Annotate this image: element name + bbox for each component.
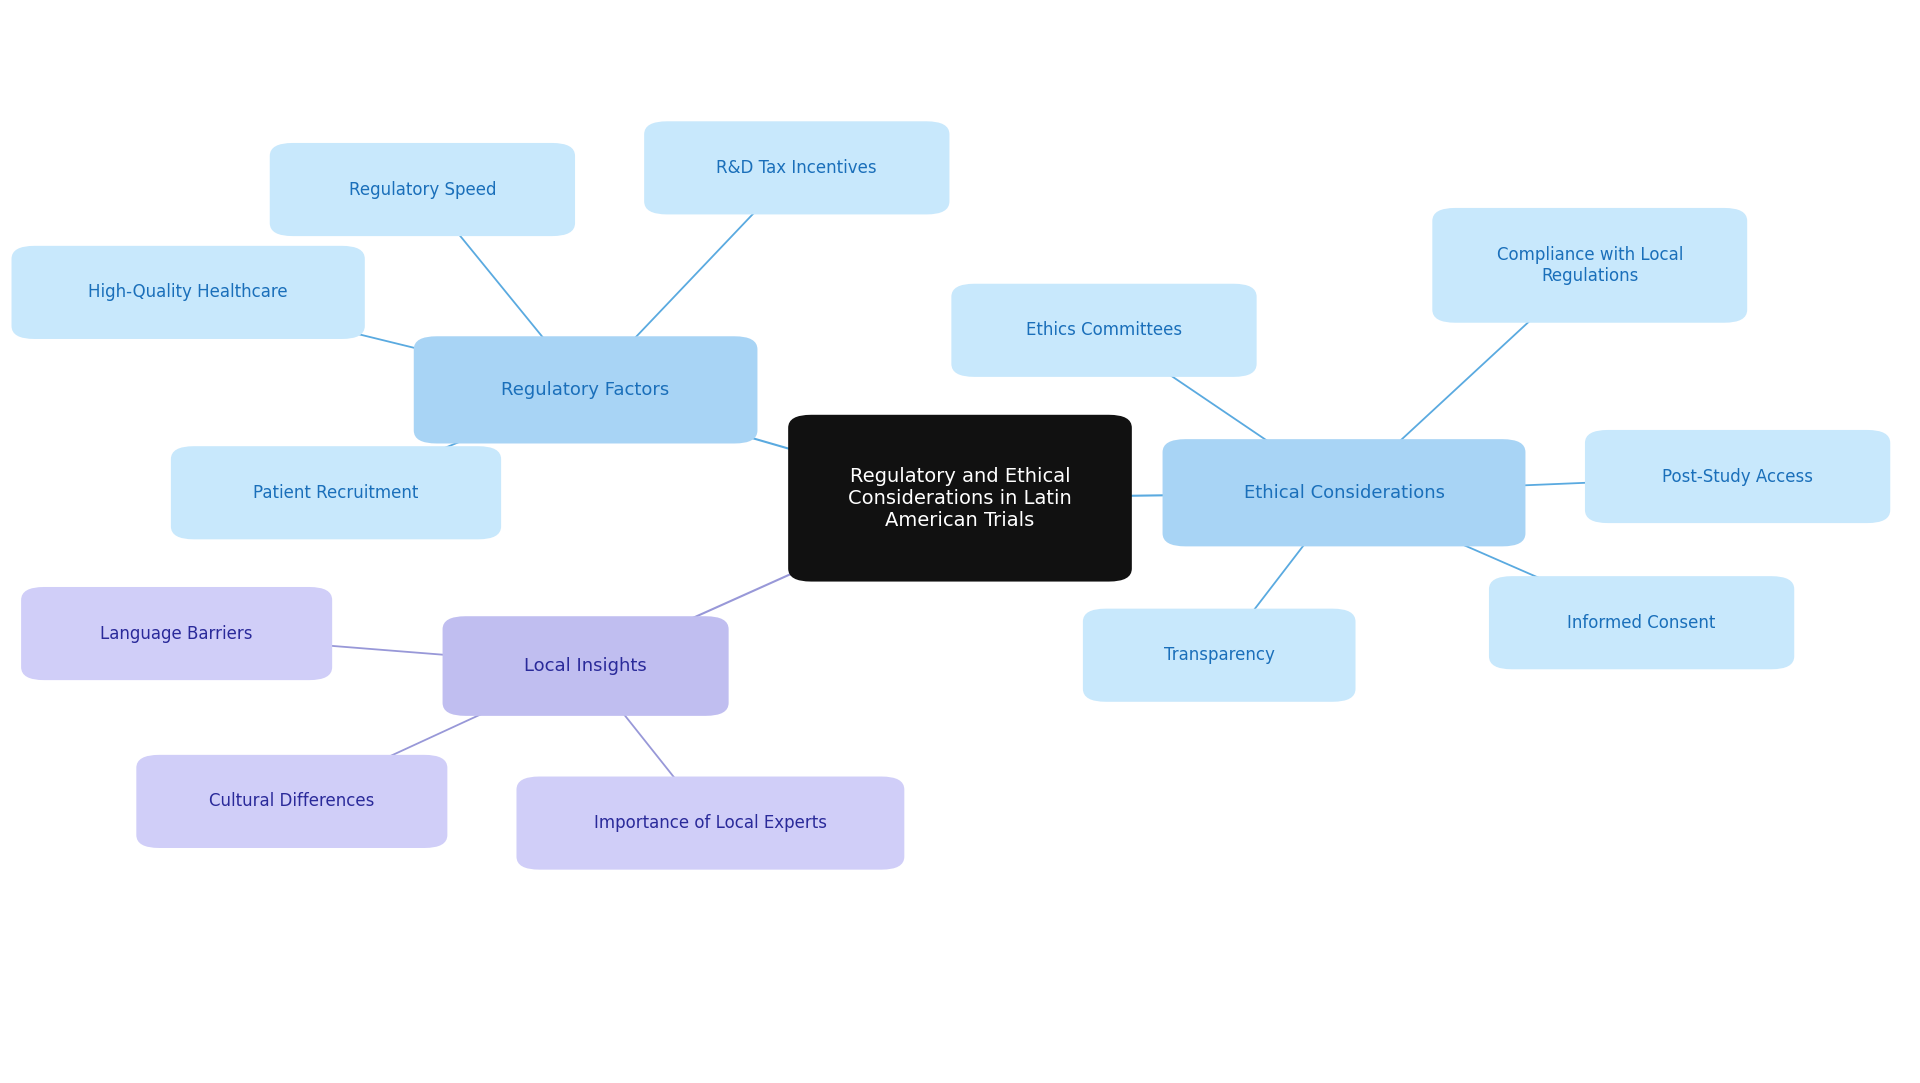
FancyBboxPatch shape — [413, 337, 756, 444]
FancyBboxPatch shape — [171, 446, 501, 539]
Text: Cultural Differences: Cultural Differences — [209, 793, 374, 810]
FancyBboxPatch shape — [442, 616, 728, 716]
FancyBboxPatch shape — [1586, 430, 1889, 523]
Text: R&D Tax Incentives: R&D Tax Incentives — [716, 159, 877, 177]
Text: Post-Study Access: Post-Study Access — [1663, 468, 1812, 485]
Text: Regulatory and Ethical
Considerations in Latin
American Trials: Regulatory and Ethical Considerations in… — [849, 467, 1071, 530]
Text: Compliance with Local
Regulations: Compliance with Local Regulations — [1496, 246, 1684, 285]
FancyBboxPatch shape — [136, 755, 447, 848]
FancyBboxPatch shape — [950, 284, 1256, 377]
FancyBboxPatch shape — [1432, 208, 1747, 323]
Text: Ethics Committees: Ethics Committees — [1025, 322, 1183, 339]
Text: Transparency: Transparency — [1164, 647, 1275, 664]
Text: High-Quality Healthcare: High-Quality Healthcare — [88, 284, 288, 301]
Text: Importance of Local Experts: Importance of Local Experts — [593, 814, 828, 832]
FancyBboxPatch shape — [269, 143, 576, 236]
Text: Regulatory Factors: Regulatory Factors — [501, 381, 670, 399]
FancyBboxPatch shape — [1490, 576, 1793, 669]
FancyBboxPatch shape — [787, 415, 1131, 582]
FancyBboxPatch shape — [1162, 440, 1524, 547]
Text: Local Insights: Local Insights — [524, 657, 647, 675]
FancyBboxPatch shape — [12, 246, 365, 339]
FancyBboxPatch shape — [643, 121, 948, 214]
FancyBboxPatch shape — [516, 777, 904, 870]
FancyBboxPatch shape — [21, 587, 332, 680]
FancyBboxPatch shape — [1083, 609, 1356, 702]
Text: Ethical Considerations: Ethical Considerations — [1244, 484, 1444, 501]
Text: Patient Recruitment: Patient Recruitment — [253, 484, 419, 501]
Text: Regulatory Speed: Regulatory Speed — [349, 181, 495, 198]
Text: Informed Consent: Informed Consent — [1567, 614, 1716, 631]
Text: Language Barriers: Language Barriers — [100, 625, 253, 642]
